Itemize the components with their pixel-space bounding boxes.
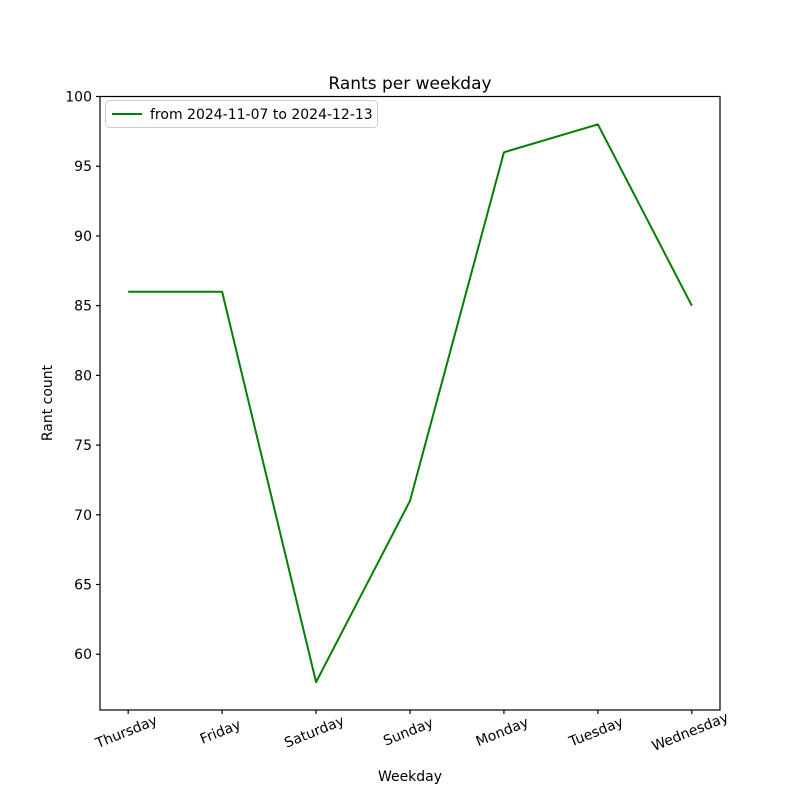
x-tick-label: Monday	[474, 715, 531, 751]
y-tick-label: 100	[65, 90, 92, 106]
line-layer	[128, 123, 693, 684]
y-tick-label: 65	[74, 578, 92, 594]
x-tick-label: Sunday	[381, 715, 436, 749]
chart-title: Rants per weekday	[328, 74, 491, 94]
legend-label: from 2024-11-07 to 2024-12-13	[150, 107, 373, 123]
y-tick-label: 80	[74, 368, 92, 384]
x-tick-label: Thursday	[93, 713, 160, 753]
x-tick-label: Wednesday	[650, 710, 731, 755]
x-axis-label: Weekday	[378, 769, 442, 785]
y-tick-label: 90	[74, 229, 92, 245]
data-line	[128, 123, 693, 684]
legend: from 2024-11-07 to 2024-12-13	[105, 100, 378, 128]
x-tick-label: Saturday	[282, 713, 346, 751]
y-tick-label: 60	[74, 647, 92, 663]
x-tick-label: Tuesday	[566, 714, 626, 751]
y-tick-label: 70	[74, 508, 92, 524]
x-tick-label: Friday	[198, 717, 243, 748]
legend-frame	[105, 100, 378, 128]
axes-box	[99, 95, 721, 711]
y-tick-label: 75	[74, 438, 92, 454]
y-tick-label: 95	[74, 159, 92, 175]
y-tick-label: 85	[74, 299, 92, 315]
y-axis-label: Rant count	[40, 364, 56, 441]
